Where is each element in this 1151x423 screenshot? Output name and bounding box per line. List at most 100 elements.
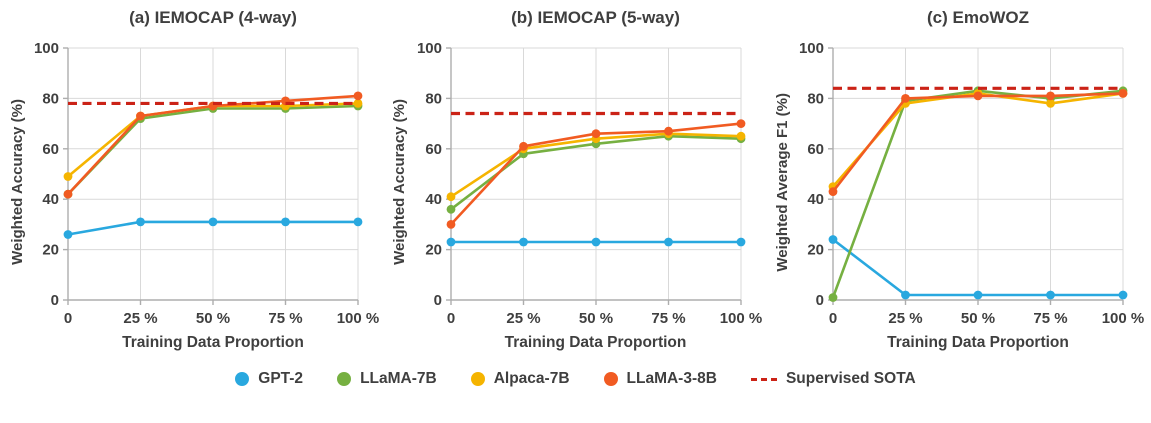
y-axis-title: Weighted Accuracy (%) xyxy=(6,32,28,332)
data-point-Alpaca-7B xyxy=(353,99,363,108)
data-point-GPT-2 xyxy=(901,290,910,300)
y-tick-label: 20 xyxy=(807,242,824,259)
legend-dot-icon xyxy=(470,372,485,386)
x-tick-label: 75 % xyxy=(268,310,302,327)
y-axis-title-text: Weighted Average F1 (%) xyxy=(773,92,791,272)
x-axis-title: Training Data Proportion xyxy=(122,334,304,351)
y-axis-title: Weighted Average F1 (%) xyxy=(771,32,793,332)
data-point-LLaMA-3-8B xyxy=(1118,89,1128,98)
legend-dash-icon xyxy=(750,377,777,381)
data-point-LLaMA-3-8B xyxy=(736,119,745,128)
y-tick-label: 40 xyxy=(425,191,442,208)
x-tick-label: 75 % xyxy=(651,310,685,327)
chart-title: (a) IEMOCAP (4-way) xyxy=(129,8,297,27)
data-point-Alpaca-7B xyxy=(63,172,73,181)
legend-item-llama-7b: LLaMA-7B xyxy=(337,370,437,388)
y-tick-label: 20 xyxy=(425,242,442,259)
data-point-LLaMA-3-8B xyxy=(973,91,983,101)
x-tick-label: 50 % xyxy=(578,310,612,327)
x-tick-label: 75 % xyxy=(1033,310,1067,327)
y-tick-label: 100 xyxy=(416,40,441,57)
plot-area-a: 0 20 40 60 80 100 0 25 % 50 % 75 % 100 % xyxy=(34,40,380,327)
x-tick-label: 0 xyxy=(446,310,454,327)
legend-item-gpt-2: GPT-2 xyxy=(235,370,303,388)
x-tick-label: 100 % xyxy=(1102,310,1145,327)
data-point-LLaMA-7B xyxy=(828,293,838,302)
data-point-GPT-2 xyxy=(591,237,600,247)
data-point-LLaMA-3-8B xyxy=(591,129,600,139)
y-tick-label: 0 xyxy=(433,292,441,309)
legend-dot-icon xyxy=(603,372,618,386)
y-tick-label: 60 xyxy=(807,141,824,158)
data-point-LLaMA-3-8B xyxy=(136,111,145,121)
chart-body: Weighted Accuracy (%) 0 20 40 60 80 100 0 25 % 5… xyxy=(389,32,763,332)
data-point-LLaMA-3-8B xyxy=(353,91,363,101)
data-point-GPT-2 xyxy=(446,237,455,247)
x-tick-label: 100 % xyxy=(337,310,380,327)
data-point-GPT-2 xyxy=(1118,290,1128,300)
x-axis-title: Training Data Proportion xyxy=(887,334,1069,351)
legend-label: LLaMA-7B xyxy=(360,370,437,387)
data-point-LLaMA-3-8B xyxy=(901,94,910,103)
plot-area-c: 0 20 40 60 80 100 0 25 % 50 % 75 % 100 % xyxy=(799,40,1145,327)
data-point-LLaMA-3-8B xyxy=(63,189,73,199)
data-point-GPT-2 xyxy=(63,230,73,239)
x-tick-label: 50 % xyxy=(196,310,230,327)
charts-row: (a) IEMOCAP (4-way) Weighted Accuracy (%… xyxy=(0,8,1151,352)
data-point-LLaMA-7B xyxy=(446,204,455,214)
chart-b-iemocap-5way: (b) IEMOCAP (5-way) Weighted Accuracy (%… xyxy=(389,8,763,352)
data-point-GPT-2 xyxy=(1046,290,1055,300)
y-tick-label: 20 xyxy=(42,242,59,259)
y-tick-label: 80 xyxy=(42,90,59,107)
data-point-GPT-2 xyxy=(663,237,673,247)
data-point-LLaMA-3-8B xyxy=(446,220,455,229)
legend-item-llama-3-8b: LLaMA-3-8B xyxy=(603,370,717,388)
y-tick-label: 0 xyxy=(51,292,59,309)
data-point-LLaMA-3-8B xyxy=(1046,91,1055,101)
chart-body: Weighted Accuracy (%) 0 20 40 60 80 100 0 25 % 5… xyxy=(6,32,380,332)
legend-dot-icon xyxy=(235,372,250,386)
y-tick-label: 40 xyxy=(807,191,824,208)
legend-label: Supervised SOTA xyxy=(785,370,916,387)
data-point-LLaMA-3-8B xyxy=(663,126,673,136)
plot-area-b: 0 20 40 60 80 100 0 25 % 50 % 75 % 100 % xyxy=(416,40,761,327)
data-point-GPT-2 xyxy=(353,217,363,227)
data-point-Alpaca-7B xyxy=(736,131,745,141)
y-axis-title: Weighted Accuracy (%) xyxy=(389,32,411,332)
data-point-GPT-2 xyxy=(973,290,983,300)
y-tick-label: 80 xyxy=(807,90,824,107)
chart-body: Weighted Average F1 (%) 0 20 40 60 80 100 0 25 … xyxy=(771,32,1145,332)
y-tick-label: 40 xyxy=(42,191,59,208)
chart-title: (b) IEMOCAP (5-way) xyxy=(511,8,680,27)
legend-item-supervised-sota: Supervised SOTA xyxy=(750,370,916,388)
data-point-GPT-2 xyxy=(136,217,145,227)
x-tick-label: 0 xyxy=(64,310,72,327)
chart-title: (c) EmoWOZ xyxy=(927,8,1029,27)
legend-label: LLaMA-3-8B xyxy=(626,370,717,387)
legend-label: GPT-2 xyxy=(258,370,304,387)
y-axis-title-text: Weighted Accuracy (%) xyxy=(8,99,26,265)
x-tick-label: 50 % xyxy=(961,310,995,327)
data-point-LLaMA-3-8B xyxy=(828,187,838,197)
data-point-GPT-2 xyxy=(281,217,290,227)
data-point-Alpaca-7B xyxy=(446,192,455,202)
x-tick-label: 0 xyxy=(829,310,837,327)
chart-a-iemocap-4way: (a) IEMOCAP (4-way) Weighted Accuracy (%… xyxy=(6,8,380,352)
y-tick-label: 60 xyxy=(425,141,442,158)
y-tick-label: 100 xyxy=(34,40,59,57)
x-tick-label: 25 % xyxy=(888,310,922,327)
x-tick-label: 25 % xyxy=(506,310,540,327)
legend-dot-icon xyxy=(337,372,352,386)
x-axis-title: Training Data Proportion xyxy=(504,334,687,351)
data-point-GPT-2 xyxy=(518,237,528,247)
data-point-LLaMA-3-8B xyxy=(518,141,528,151)
legend-item-alpaca-7b: Alpaca-7B xyxy=(470,370,570,388)
chart-c-emowoz: (c) EmoWOZ Weighted Average F1 (%) 0 20 40… xyxy=(771,8,1145,352)
data-point-GPT-2 xyxy=(736,237,745,247)
legend-label: Alpaca-7B xyxy=(493,370,570,387)
y-tick-label: 100 xyxy=(799,40,824,57)
data-point-Alpaca-7B xyxy=(1046,99,1055,108)
y-tick-label: 80 xyxy=(425,90,442,107)
legend: GPT-2 LLaMA-7B Alpaca-7B LLaMA-3-8B Supervis… xyxy=(0,370,1151,388)
y-axis-title-text: Weighted Accuracy (%) xyxy=(391,99,408,265)
